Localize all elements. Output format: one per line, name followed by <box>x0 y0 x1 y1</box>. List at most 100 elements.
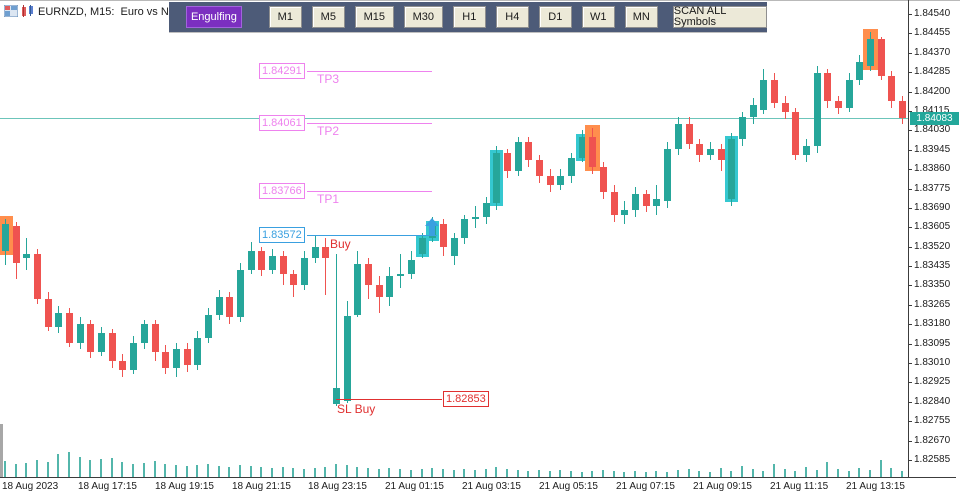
price-axis-label: 1.84115 <box>914 105 950 116</box>
volume-bar <box>356 467 359 477</box>
candle-bear <box>503 153 511 172</box>
sl-label: SL Buy <box>337 402 376 416</box>
candle-bull <box>653 198 661 206</box>
candle-bull <box>493 153 501 204</box>
tp1-price-box[interactable]: 1.83766 <box>259 183 305 199</box>
volume-bar <box>409 470 412 477</box>
volume-bar <box>634 471 637 477</box>
scan-all-symbols-button[interactable]: SCAN ALL Symbols <box>672 6 767 28</box>
candle-bull <box>845 80 853 108</box>
candle-bear <box>792 112 800 156</box>
volume-bar <box>644 472 647 477</box>
timeframe-button-m15[interactable]: M15 <box>354 6 394 28</box>
time-axis-label: 21 Aug 07:15 <box>616 481 675 492</box>
price-axis-tick <box>909 227 912 228</box>
price-axis-label: 1.83860 <box>914 163 951 174</box>
chart-area[interactable]: 1.84291 TP3 1.84061 TP2 1.83766 TP1 1.83572 Buy… <box>0 0 908 477</box>
price-axis-tick <box>909 53 912 54</box>
volume-bar <box>580 472 583 477</box>
timeframe-button-group: M1 M5 M15 M30 H1 H4 D1 W1 MN <box>268 6 668 28</box>
buy-price-box[interactable]: 1.83572 <box>259 227 305 243</box>
time-axis[interactable]: 18 Aug 2023 18 Aug 17:15 18 Aug 19:15 18 Au… <box>0 478 960 494</box>
volume-bar <box>185 466 188 477</box>
volume-bar <box>730 471 733 477</box>
time-axis-label: 21 Aug 13:15 <box>846 481 905 492</box>
volume-bar <box>484 469 487 477</box>
candle-bear <box>290 274 298 286</box>
candle-bull <box>407 260 415 275</box>
volume-bar <box>4 461 6 477</box>
volume-bar <box>463 469 466 477</box>
timeframe-button-h1[interactable]: H1 <box>452 6 486 28</box>
candle-bear <box>600 166 608 192</box>
timeframe-button-m30[interactable]: M30 <box>403 6 443 28</box>
price-axis-tick <box>909 189 912 190</box>
candle-bull <box>749 105 757 117</box>
sl-line[interactable] <box>336 399 442 400</box>
candle-bull <box>386 276 394 297</box>
tp3-price-box[interactable]: 1.84291 <box>259 63 305 79</box>
volume-bar <box>879 460 882 477</box>
price-axis-tick <box>909 324 912 325</box>
timeframe-button-m1[interactable]: M1 <box>268 6 302 28</box>
volume-bar <box>708 472 711 477</box>
price-axis-label: 1.82670 <box>914 435 951 446</box>
tp2-label: TP2 <box>317 124 340 138</box>
volume-bar <box>217 466 220 477</box>
candle-bull <box>333 388 341 405</box>
tp2-price-box[interactable]: 1.84061 <box>259 115 305 131</box>
volume-bar <box>377 469 380 477</box>
buy-line[interactable] <box>307 235 437 236</box>
volume-bar <box>505 469 508 477</box>
sl-price-box[interactable]: 1.82853 <box>443 391 489 407</box>
volume-bar <box>313 468 316 477</box>
volume-bar <box>271 468 273 477</box>
volume-bar <box>538 470 540 477</box>
volume-bar <box>228 467 231 477</box>
engulfing-button[interactable]: Engulfing <box>186 6 242 28</box>
volume-bar <box>399 469 402 477</box>
candle-bear <box>685 123 693 145</box>
candle-bear <box>781 102 789 113</box>
timeframe-button-mn[interactable]: MN <box>624 6 658 28</box>
time-axis-label: 18 Aug 19:15 <box>155 481 214 492</box>
timeframe-button-w1[interactable]: W1 <box>581 6 615 28</box>
indicator-toolbar: Engulfing M1 M5 M15 M30 H1 H4 D1 W1 MN SCAN ALL … <box>169 2 767 32</box>
price-axis-tick <box>909 266 912 267</box>
volume-bar <box>196 465 199 477</box>
volume-bar <box>153 461 156 477</box>
volume-bar <box>858 468 861 477</box>
timeframe-button-d1[interactable]: D1 <box>538 6 572 28</box>
tp3-line[interactable] <box>307 71 432 72</box>
volume-bar <box>420 469 423 477</box>
time-axis-label: 21 Aug 05:15 <box>539 481 598 492</box>
volume-bar <box>100 459 103 477</box>
tp1-line[interactable] <box>307 191 432 192</box>
candle-bear <box>279 255 287 275</box>
price-axis-label: 1.83180 <box>914 318 951 329</box>
price-axis-label: 1.82840 <box>914 396 951 407</box>
price-axis-label: 1.83010 <box>914 357 951 368</box>
candle-bull <box>140 324 148 343</box>
volume-bar <box>805 467 807 477</box>
candle-bear <box>365 263 373 286</box>
candle-bull <box>23 253 31 259</box>
volume-bar <box>602 470 605 477</box>
timeframe-button-h4[interactable]: H4 <box>495 6 529 28</box>
price-axis[interactable]: 1.84540 1.84455 1.84370 1.84285 1.84200 1.841… <box>909 0 960 477</box>
price-axis-tick <box>909 382 912 383</box>
candle-bear <box>44 299 52 327</box>
candle-bull <box>450 237 458 256</box>
candle-bull <box>172 349 180 368</box>
indicator-candles-icon <box>22 5 33 17</box>
candle-bear <box>439 223 447 247</box>
candle-bull <box>204 315 212 338</box>
candle-bear <box>322 246 330 259</box>
tp2-line[interactable] <box>307 123 432 124</box>
timeframe-button-m5[interactable]: M5 <box>311 6 345 28</box>
price-axis-label: 1.83605 <box>914 221 951 232</box>
price-axis-label: 1.83520 <box>914 241 951 252</box>
price-axis-label: 1.84540 <box>914 8 951 19</box>
price-axis-tick <box>909 402 912 403</box>
candle-bull <box>130 342 138 370</box>
